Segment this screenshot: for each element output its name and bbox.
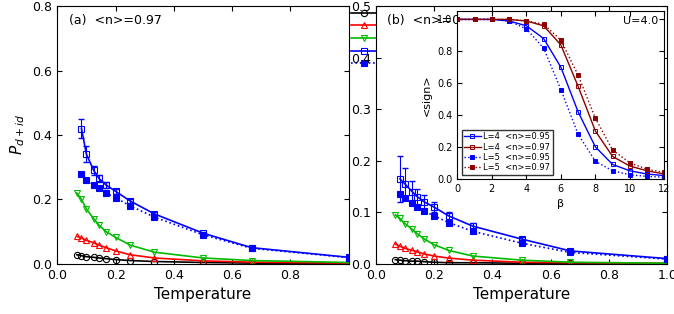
X-axis label: Temperature: Temperature (154, 287, 251, 302)
Y-axis label: $P_{d+id}$: $P_{d+id}$ (8, 115, 27, 155)
X-axis label: Temperature: Temperature (473, 287, 570, 302)
Text: (a)  <n>=0.97: (a) <n>=0.97 (69, 14, 162, 27)
Legend: U=1.0  L=4, U=2.0  L=4, U=3.0  L=4, U=4.0  L=4, U=4.0  L=5: U=1.0 L=4, U=2.0 L=4, U=3.0 L=4, U=4.0 L… (349, 6, 443, 71)
Text: (b)  <n>=0.95: (b) <n>=0.95 (388, 14, 481, 27)
